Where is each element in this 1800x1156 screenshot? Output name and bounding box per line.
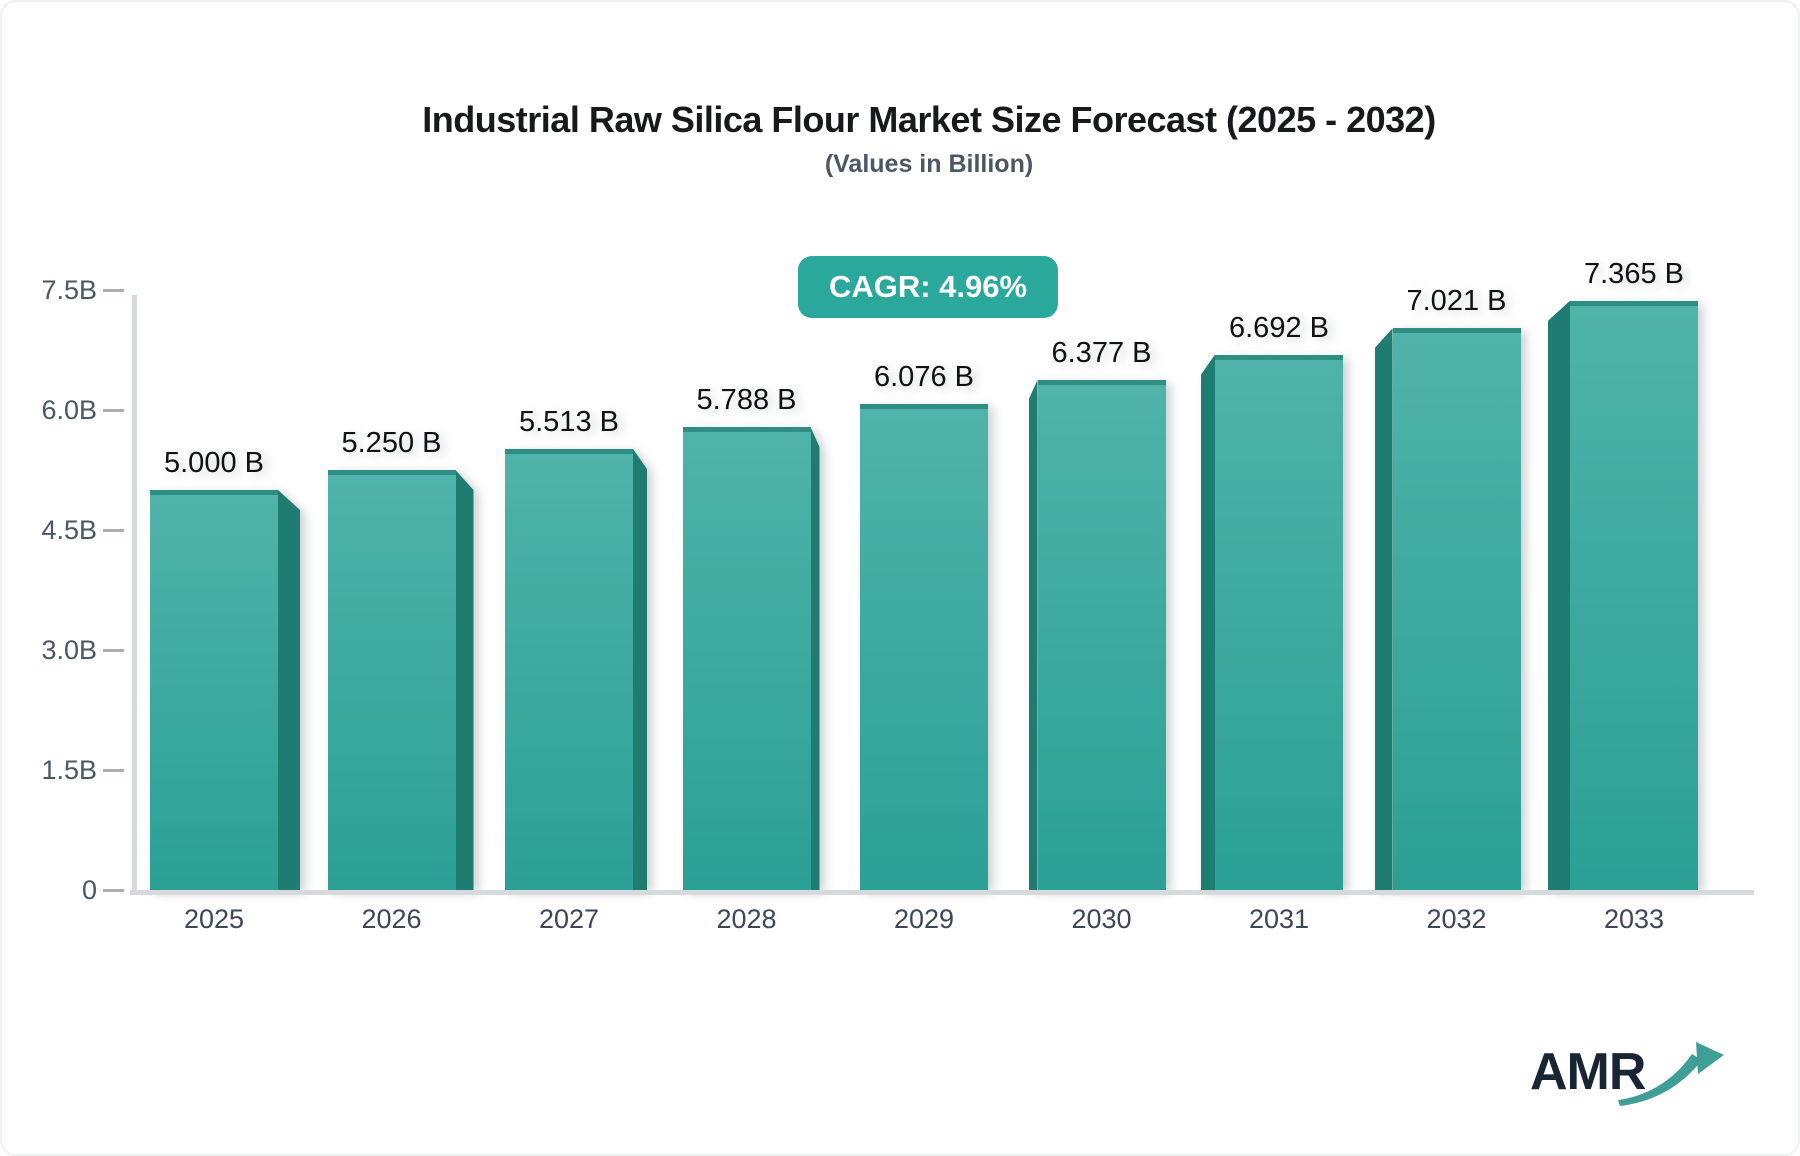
bar-value-label: 5.000 B	[164, 447, 264, 479]
y-tick-mark	[103, 769, 124, 772]
bar-side-face	[455, 470, 474, 890]
bar-2027: 5.513 B	[505, 406, 647, 890]
y-tick-mark	[103, 889, 124, 892]
y-axis-line	[132, 295, 137, 895]
bar-face	[150, 490, 278, 890]
x-axis-label: 2027	[538, 904, 600, 934]
cagr-badge: CAGR: 4.96%	[797, 256, 1059, 318]
bar-value-label: 7.021 B	[1406, 285, 1507, 318]
bar-value-label: 5.513 B	[519, 405, 619, 438]
x-axis-label: 2025	[183, 904, 245, 934]
bar-face	[860, 403, 988, 890]
x-axis-label: 2028	[716, 904, 777, 934]
bar-2032: 7.021 B	[1374, 285, 1521, 890]
x-axis-label: 2030	[1071, 904, 1132, 934]
bar-2030: 6.377 B	[1028, 337, 1166, 890]
bar-side-face	[810, 426, 820, 890]
x-axis-line	[130, 890, 1754, 895]
bar-2029: 6.076 B	[860, 361, 988, 890]
bar-value-label: 6.692 B	[1229, 311, 1329, 344]
x-axis-label: 2033	[1603, 904, 1665, 934]
y-tick-label: 4.5B	[41, 515, 97, 545]
bar-2028: 5.788 B	[682, 384, 820, 890]
bar-face	[682, 426, 811, 890]
bar-2025: 5.000 B	[150, 447, 300, 890]
amr-logo-text: AMR	[1530, 1043, 1646, 1101]
bar-value-label: 5.250 B	[341, 427, 442, 459]
bar-face	[327, 470, 456, 890]
bar-value-label: 6.076 B	[874, 360, 974, 393]
bar-side-face	[278, 490, 300, 890]
growth-arrow-icon	[1618, 1042, 1724, 1106]
bar-side-face	[1201, 354, 1215, 890]
x-axis-label: 2026	[361, 904, 422, 934]
bar-value-label: 5.788 B	[696, 383, 797, 416]
bar-2031: 6.692 B	[1201, 312, 1343, 890]
y-tick-mark	[103, 289, 124, 292]
x-axis-label: 2029	[893, 904, 955, 934]
amr-logo: AMR	[1530, 1032, 1730, 1116]
y-tick-mark	[103, 649, 124, 652]
y-tick-mark	[103, 529, 124, 532]
y-tick-label: 7.5B	[41, 275, 97, 305]
bar-side-face	[1028, 379, 1038, 890]
y-tick-label: 0	[81, 875, 97, 905]
bar-face	[505, 448, 633, 890]
bar-2026: 5.250 B	[327, 427, 474, 890]
bar-face	[1215, 354, 1343, 890]
x-axis-label: 2032	[1426, 904, 1487, 934]
bar-face	[1392, 328, 1521, 890]
chart-subtitle: (Values in Billion)	[824, 150, 1034, 178]
bar-value-label: 7.365 B	[1584, 257, 1684, 290]
bar-value-label: 6.377 B	[1051, 336, 1152, 369]
y-tick-mark	[103, 409, 124, 412]
y-tick-label: 3.0B	[41, 635, 97, 665]
y-tick-label: 6.0B	[41, 395, 97, 425]
x-axis-label: 2031	[1248, 904, 1310, 934]
bar-face	[1570, 300, 1698, 890]
y-tick-label: 1.5B	[41, 755, 97, 785]
bar-side-face	[1374, 328, 1393, 890]
bar-2033: 7.365 B	[1548, 258, 1698, 890]
bar-side-face	[633, 448, 647, 890]
bar-face	[1037, 379, 1166, 890]
chart-title: Industrial Raw Silica Flour Market Size …	[422, 99, 1436, 140]
bar-side-face	[1548, 300, 1570, 890]
